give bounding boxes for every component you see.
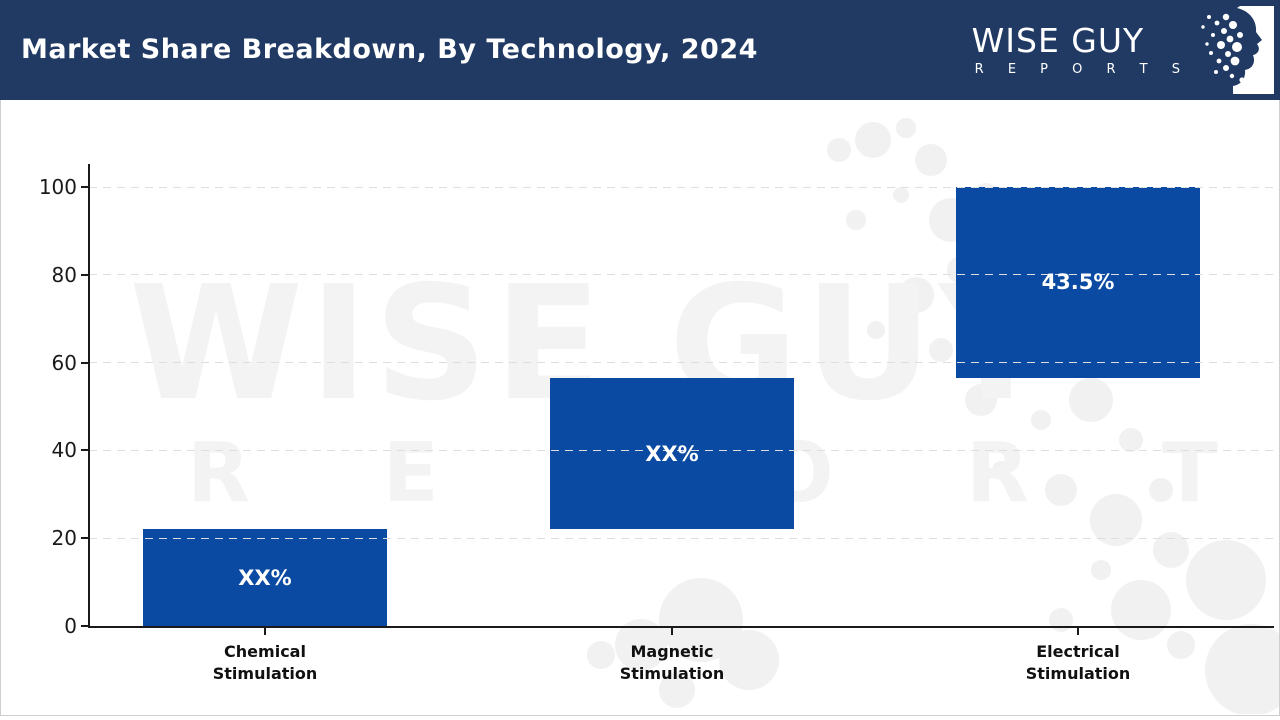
x-tick-mark [1077, 628, 1079, 635]
category-label-3: Electrical Stimulation [1025, 642, 1131, 683]
bar-1 [143, 529, 387, 626]
y-tick-label: 100 [38, 175, 77, 199]
y-tick-mark [81, 273, 88, 276]
y-tick-mark [81, 625, 88, 627]
bar-value-label: XX% [238, 565, 292, 590]
plot-area: XX% XX% 43.5% 0 20 40 60 80 100 Chemical Stimulat… [1, 100, 1279, 715]
y-tick-mark [81, 361, 88, 364]
gridline-100 [89, 186, 1274, 188]
y-tick-label: 60 [51, 350, 77, 375]
gridline-40 [89, 449, 1274, 451]
wiseguy-face-logo-icon [1201, 6, 1274, 94]
y-tick-label: 20 [51, 526, 77, 551]
gridline-60 [89, 362, 1274, 364]
y-tick-label: 40 [51, 438, 77, 463]
wiseguy-logo-text: WISE GUY R E P O R T S [972, 24, 1190, 77]
y-axis-line [88, 164, 90, 628]
x-tick-mark [671, 628, 673, 635]
gridline-20 [89, 537, 1274, 539]
category-label-1: Chemical Stimulation [212, 642, 318, 683]
y-tick-label: 80 [51, 262, 77, 287]
y-tick-mark [81, 537, 88, 540]
bar-3 [956, 187, 1200, 378]
y-tick-mark [81, 449, 88, 452]
category-label-2: Magnetic Stimulation [619, 642, 725, 683]
logo-reports-text: R E P O R T S [974, 61, 1190, 77]
logo-wise-guy-text: WISE GUY [971, 20, 1145, 60]
chart-title: Market Share Breakdown, By Technology, 2… [21, 34, 758, 65]
wiseguy-logo: WISE GUY R E P O R T S [972, 6, 1274, 94]
bar-value-label: 43.5% [1041, 270, 1115, 295]
bar-2 [550, 377, 794, 530]
chart-card: WISE GUY R E P O R T S XX%XX%43.5%020406… [0, 100, 1280, 716]
gridline-80 [89, 274, 1274, 276]
bar-value-label: XX% [645, 441, 699, 466]
y-tick-label: 0 [64, 614, 77, 638]
y-tick-mark [81, 186, 88, 188]
x-tick-mark [264, 628, 266, 635]
header-bar: Market Share Breakdown, By Technology, 2… [0, 0, 1280, 100]
